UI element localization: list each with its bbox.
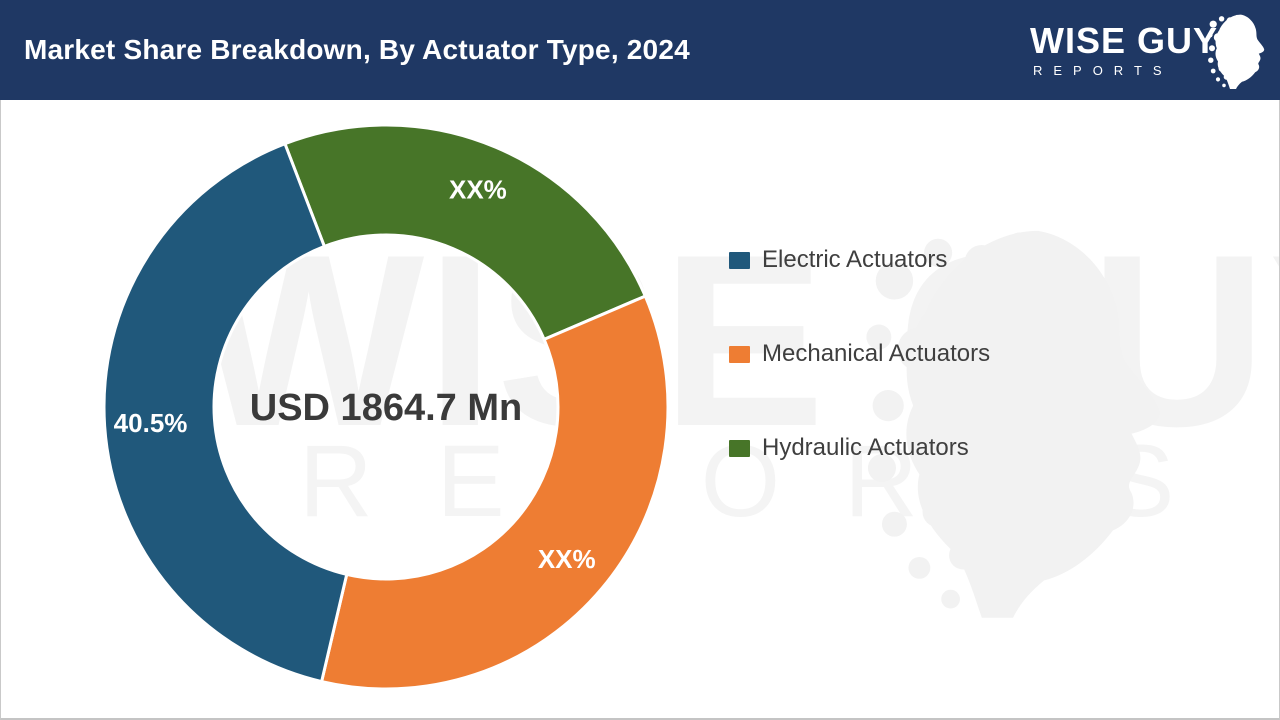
donut-segment-label: XX% <box>538 544 596 574</box>
donut-segment-electric-actuators <box>102 142 349 684</box>
donut-segment-mechanical-actuators <box>320 294 670 691</box>
chart-area: WISE GUY REPORTS XX%XX%40.5% USD 1864.7 … <box>0 100 1280 720</box>
legend-swatch-hydraulic <box>729 439 750 457</box>
legend-label: Mechanical Actuators <box>762 340 991 367</box>
legend-item-hydraulic: Hydraulic Actuators <box>729 434 990 462</box>
page-title: Market Share Breakdown, By Actuator Type… <box>24 34 690 65</box>
donut-segment-hydraulic-actuators <box>283 123 647 341</box>
legend-label: Electric Actuators <box>762 246 948 273</box>
legend-swatch-electric <box>729 251 750 269</box>
brand-face-icon <box>1207 14 1265 89</box>
legend: Electric Actuators Mechanical Actuators … <box>729 246 990 462</box>
brand-logo: WISE GUY REPORTS <box>1030 11 1266 89</box>
donut-center-value: USD 1864.7 Mn <box>250 387 522 429</box>
header-bar: Market Share Breakdown, By Actuator Type… <box>0 0 1280 100</box>
brand-logo-text: WISE GUY REPORTS <box>1029 19 1218 78</box>
donut-segment-label: XX% <box>449 175 507 205</box>
brand-subtitle: REPORTS <box>1032 62 1173 78</box>
donut-chart: XX% XX% 40.5% USD 1864.7 Mn <box>102 123 670 691</box>
donut-segment-label: 40.5% <box>114 408 188 438</box>
legend-swatch-mechanical <box>729 345 750 363</box>
brand-wordmark: WISE GUY <box>1029 19 1218 61</box>
legend-item-mechanical: Mechanical Actuators <box>729 340 990 368</box>
legend-item-electric: Electric Actuators <box>729 246 990 274</box>
legend-label: Hydraulic Actuators <box>762 434 969 461</box>
